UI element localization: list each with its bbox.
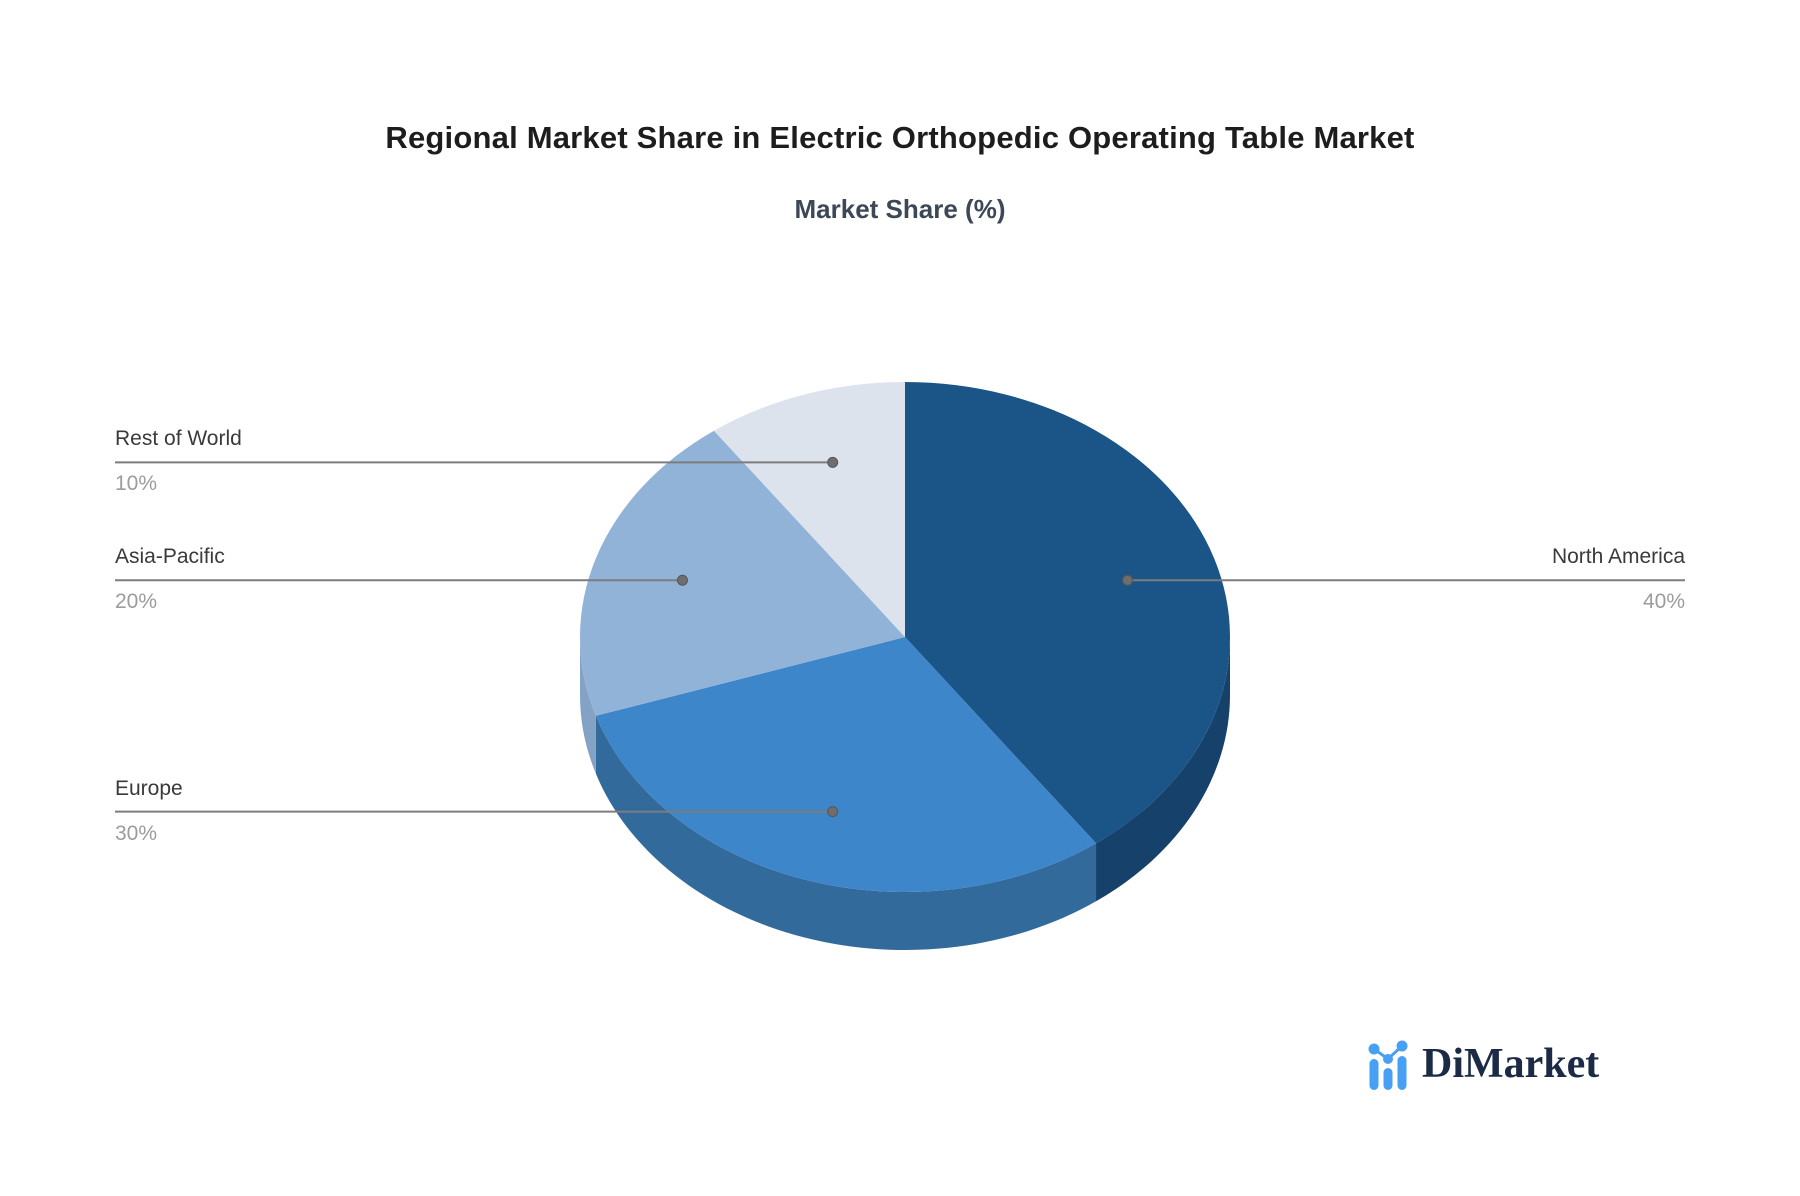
pie-slice-2 [580, 430, 905, 716]
pie-slice-side-1 [595, 715, 1097, 950]
slice-label-europe: Europe [115, 776, 183, 800]
pie-slice-0 [905, 382, 1231, 844]
slice-label-north-america: North America [1551, 545, 1685, 569]
leader-dot-2 [676, 574, 688, 586]
leader-dot-1 [827, 806, 839, 818]
bar-chart-logo-icon [1368, 1040, 1408, 1090]
brand-logo-text: DiMarket [1422, 1041, 1600, 1087]
slice-value-north-america: 40% [1642, 590, 1685, 614]
pie-slice-1 [595, 637, 1097, 892]
slice-value-rest-of-world: 10% [115, 472, 158, 496]
slice-value-europe: 30% [115, 821, 158, 845]
pie-slice-side-0 [1096, 637, 1230, 902]
pie-slice-side-2 [580, 637, 596, 774]
leader-dot-3 [827, 456, 839, 468]
chart-title: Regional Market Share in Electric Orthop… [385, 120, 1415, 155]
brand-logo: DiMarket [1366, 1040, 1599, 1090]
chart-subtitle: Market Share (%) [794, 194, 1006, 224]
slice-label-rest-of-world: Rest of World [115, 427, 242, 451]
pie-slice-3 [713, 382, 905, 637]
slice-label-asia-pacific: Asia-Pacific [115, 545, 225, 569]
leader-dot-0 [1122, 574, 1134, 586]
slice-value-asia-pacific: 20% [115, 590, 158, 614]
